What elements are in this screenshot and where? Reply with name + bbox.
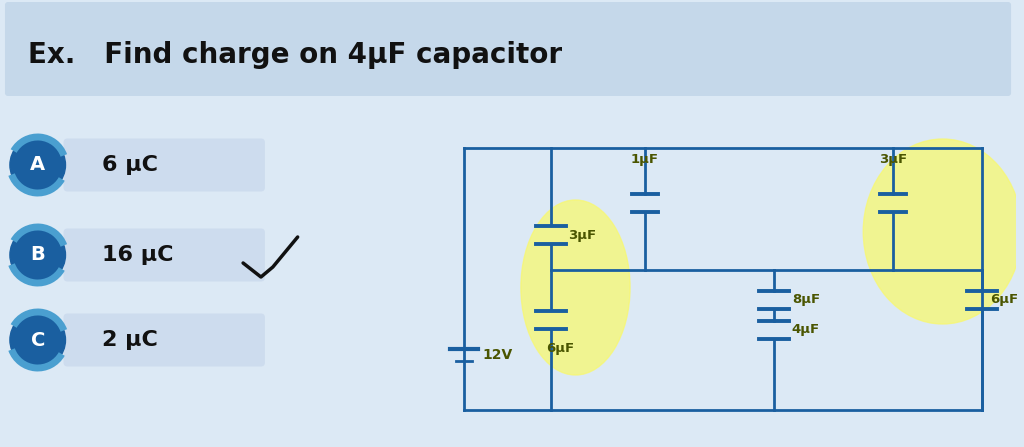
Ellipse shape (521, 200, 630, 375)
FancyBboxPatch shape (63, 139, 265, 191)
Text: C: C (31, 330, 45, 350)
Text: 8μF: 8μF (792, 294, 820, 307)
Text: 6 μC: 6 μC (102, 155, 158, 175)
Text: 16 μC: 16 μC (102, 245, 174, 265)
Text: 2 μC: 2 μC (102, 330, 158, 350)
Text: B: B (31, 245, 45, 265)
FancyBboxPatch shape (5, 2, 1011, 96)
Text: A: A (30, 156, 45, 174)
Circle shape (10, 312, 66, 368)
Circle shape (10, 227, 66, 283)
Text: Ex.   Find charge on 4μF capacitor: Ex. Find charge on 4μF capacitor (28, 41, 562, 69)
Text: 1μF: 1μF (631, 153, 658, 166)
Text: 12V: 12V (482, 348, 512, 362)
Text: 4μF: 4μF (792, 324, 820, 337)
Text: 3μF: 3μF (568, 228, 597, 241)
Text: 6μF: 6μF (990, 294, 1018, 307)
Text: 6μF: 6μF (547, 342, 574, 355)
Ellipse shape (863, 139, 1022, 324)
Text: 3μF: 3μF (879, 153, 907, 166)
FancyBboxPatch shape (63, 313, 265, 367)
FancyBboxPatch shape (63, 228, 265, 282)
Circle shape (10, 137, 66, 193)
